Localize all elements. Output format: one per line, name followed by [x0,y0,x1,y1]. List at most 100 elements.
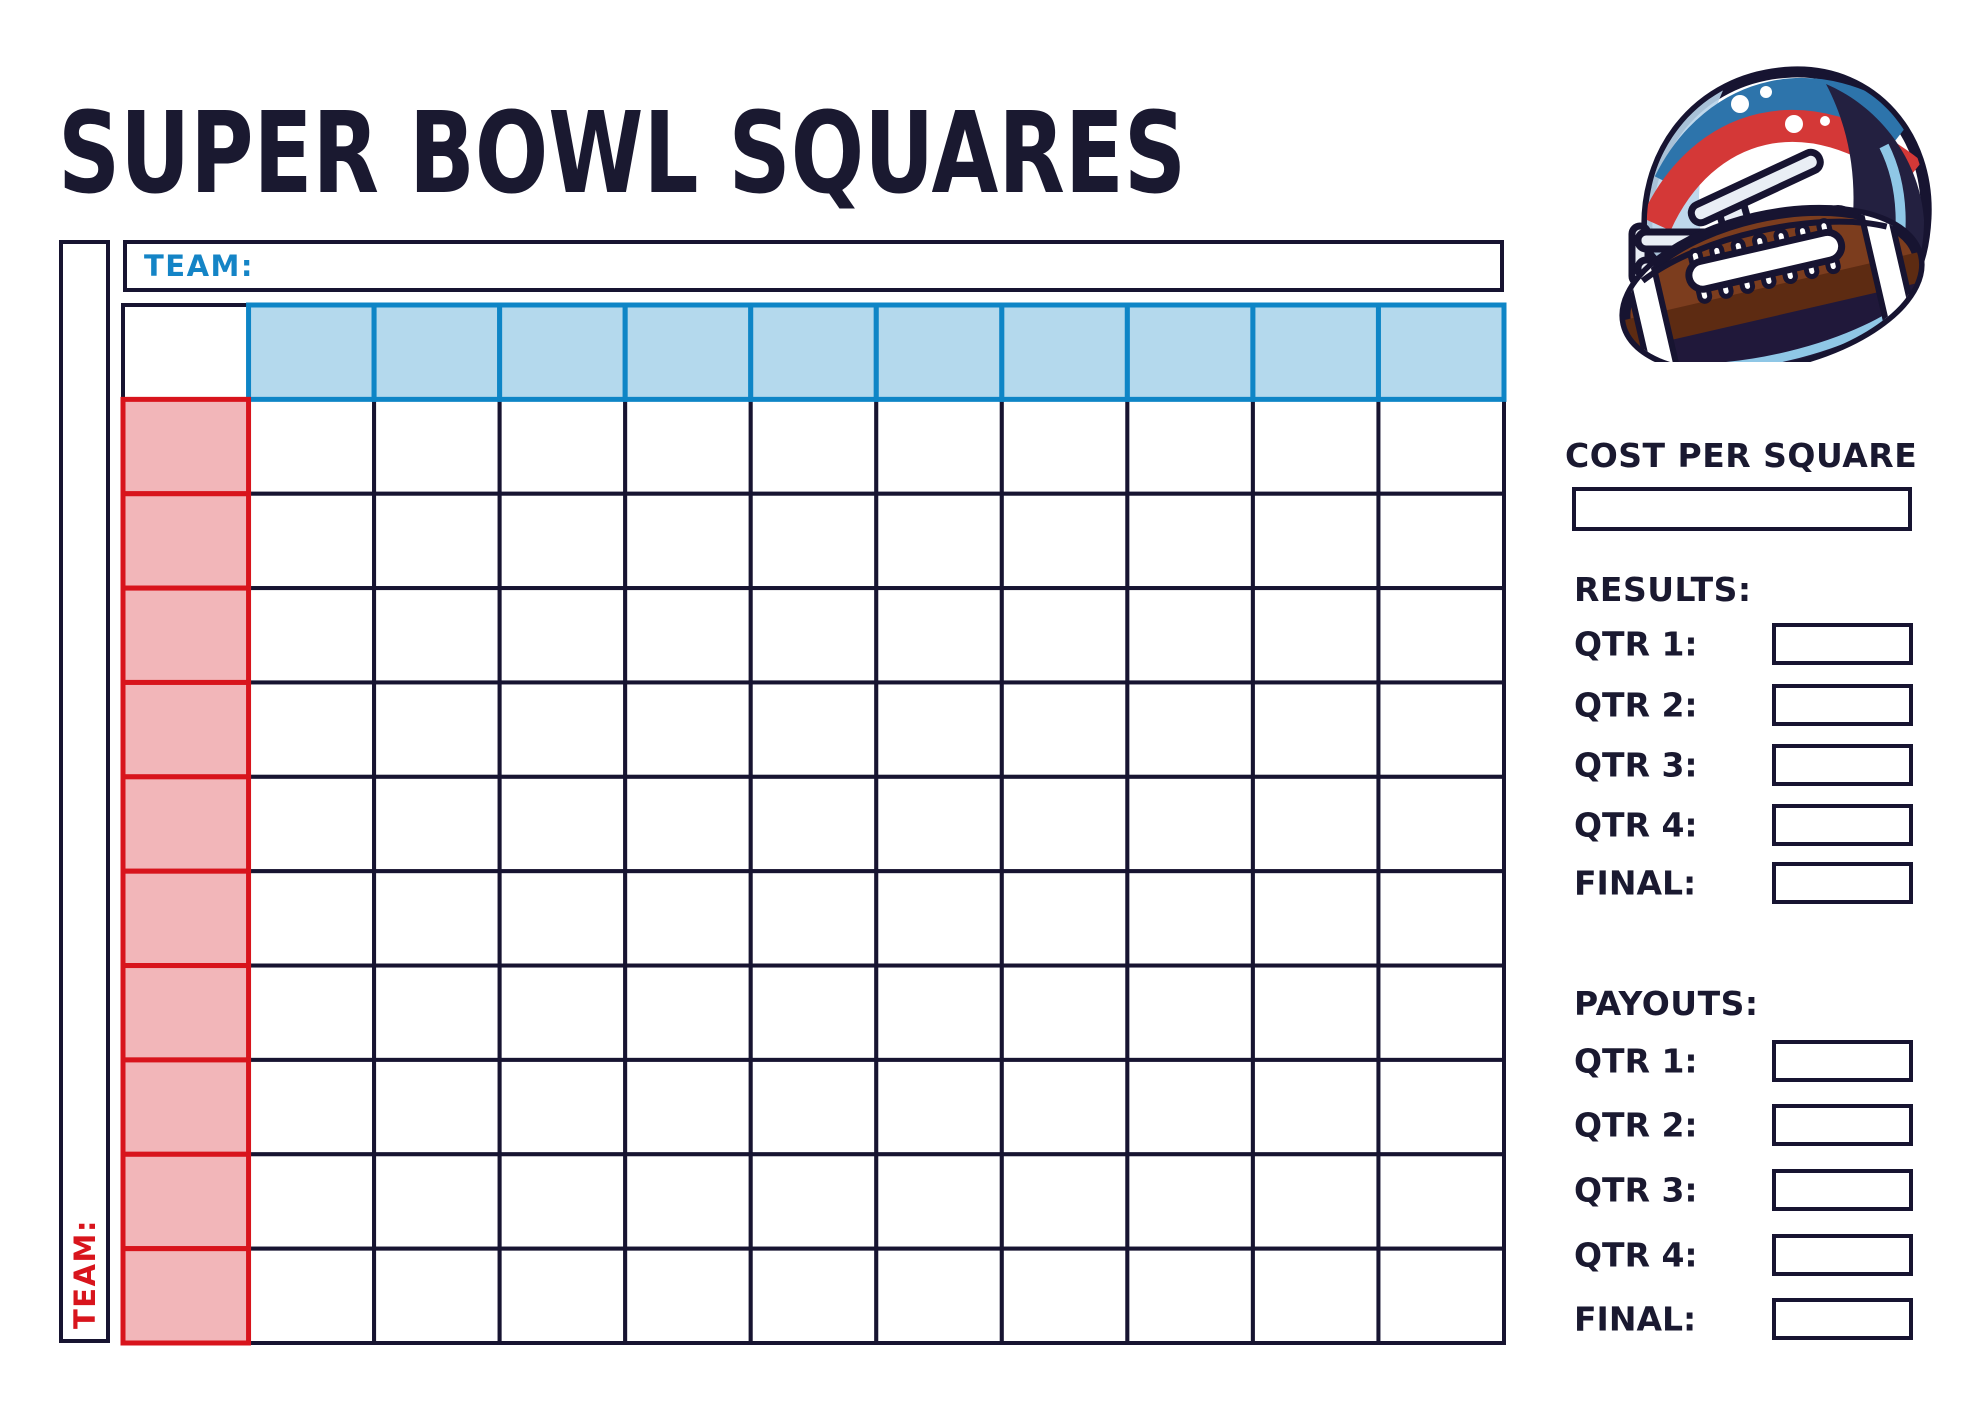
grid-cell[interactable] [497,1152,628,1251]
grid-cell[interactable] [246,1152,377,1251]
top-header-cell[interactable] [622,302,754,402]
grid-cell[interactable] [1376,1246,1506,1346]
grid-cell[interactable] [497,869,628,968]
grid-cell[interactable] [874,774,1004,874]
grid-cell[interactable] [623,1057,753,1157]
grid-cell[interactable] [999,1057,1130,1157]
grid-cell[interactable] [1250,1057,1381,1157]
grid-cell[interactable] [748,1057,879,1157]
grid-cell[interactable] [246,491,377,591]
grid-cell[interactable] [999,774,1130,874]
grid-cell[interactable] [623,774,753,874]
grid-cell[interactable] [999,1152,1130,1251]
side-header-cell[interactable] [120,1057,252,1157]
grid-cell[interactable] [497,1246,628,1346]
grid-cell[interactable] [1125,1152,1255,1251]
grid-cell[interactable] [1250,1152,1381,1251]
grid-cell[interactable] [874,586,1004,685]
grid-cell[interactable] [999,963,1130,1062]
grid-cell[interactable] [874,963,1004,1062]
grid-cell[interactable] [623,397,753,496]
side-header-cell[interactable] [120,585,252,685]
cost-per-square-field[interactable] [1572,487,1912,531]
grid-cell[interactable] [748,1152,879,1251]
grid-cell[interactable] [874,1057,1004,1157]
payouts-qtr2-field[interactable] [1772,1104,1913,1146]
grid-cell[interactable] [999,680,1130,779]
payouts-qtr4-field[interactable] [1772,1234,1913,1276]
grid-cell[interactable] [748,491,879,591]
results-qtr2-field[interactable] [1772,684,1913,726]
grid-cell[interactable] [623,586,753,685]
team-name-field-side[interactable]: TEAM: [59,240,110,1343]
payouts-qtr3-field[interactable] [1772,1169,1913,1211]
grid-cell[interactable] [497,963,628,1062]
grid-cell[interactable] [1250,397,1381,496]
grid-cell[interactable] [623,491,753,591]
grid-cell[interactable] [372,1057,502,1157]
side-header-cell[interactable] [120,868,252,969]
grid-cell[interactable] [999,1246,1130,1346]
top-header-cell[interactable] [999,302,1130,402]
grid-cell[interactable] [372,963,502,1062]
corner-cell[interactable] [121,303,251,402]
grid-cell[interactable] [497,491,628,591]
grid-cell[interactable] [246,1246,377,1346]
grid-cell[interactable] [1376,1152,1506,1251]
grid-cell[interactable] [999,586,1130,685]
grid-cell[interactable] [1250,774,1381,874]
top-header-cell[interactable] [371,302,503,402]
grid-cell[interactable] [1250,491,1381,591]
grid-cell[interactable] [1125,774,1255,874]
grid-cell[interactable] [1250,680,1381,779]
grid-cell[interactable] [1376,586,1506,685]
grid-cell[interactable] [497,1057,628,1157]
payouts-final-field[interactable] [1772,1298,1913,1340]
grid-cell[interactable] [1125,1246,1255,1346]
grid-cell[interactable] [874,397,1004,496]
side-header-cell[interactable] [120,1151,252,1252]
grid-cell[interactable] [372,586,502,685]
top-header-cell[interactable] [748,302,879,402]
grid-cell[interactable] [623,869,753,968]
grid-cell[interactable] [246,963,377,1062]
grid-cell[interactable] [1376,1057,1506,1157]
grid-cell[interactable] [1250,869,1381,968]
grid-cell[interactable] [1125,869,1255,968]
grid-cell[interactable] [1250,1246,1381,1346]
grid-cell[interactable] [497,397,628,496]
grid-cell[interactable] [748,1246,879,1346]
grid-cell[interactable] [623,1152,753,1251]
grid-cell[interactable] [372,1152,502,1251]
grid-cell[interactable] [246,774,377,874]
grid-cell[interactable] [748,397,879,496]
grid-cell[interactable] [874,1246,1004,1346]
grid-cell[interactable] [372,397,502,496]
grid-cell[interactable] [1125,1057,1255,1157]
side-header-cell[interactable] [120,774,252,874]
top-header-cell[interactable] [1250,302,1381,402]
grid-cell[interactable] [372,1246,502,1346]
grid-cell[interactable] [1250,586,1381,685]
grid-cell[interactable] [246,680,377,779]
grid-cell[interactable] [1125,963,1255,1062]
top-header-cell[interactable] [1124,302,1256,402]
side-header-cell[interactable] [120,491,252,591]
squares-grid[interactable] [118,300,1509,1348]
grid-cell[interactable] [748,586,879,685]
grid-cell[interactable] [497,586,628,685]
grid-cell[interactable] [999,869,1130,968]
grid-cell[interactable] [1376,680,1506,779]
grid-cell[interactable] [999,491,1130,591]
grid-cell[interactable] [874,491,1004,591]
grid-cell[interactable] [1376,774,1506,874]
payouts-qtr1-field[interactable] [1772,1040,1913,1082]
top-header-cell[interactable] [1375,302,1507,402]
grid-cell[interactable] [372,680,502,779]
grid-cell[interactable] [1125,397,1255,496]
grid-cell[interactable] [1125,586,1255,685]
grid-cell[interactable] [874,1152,1004,1251]
side-header-cell[interactable] [120,679,252,780]
team-name-field-top[interactable]: TEAM: [123,240,1504,292]
grid-cell[interactable] [1376,397,1506,496]
